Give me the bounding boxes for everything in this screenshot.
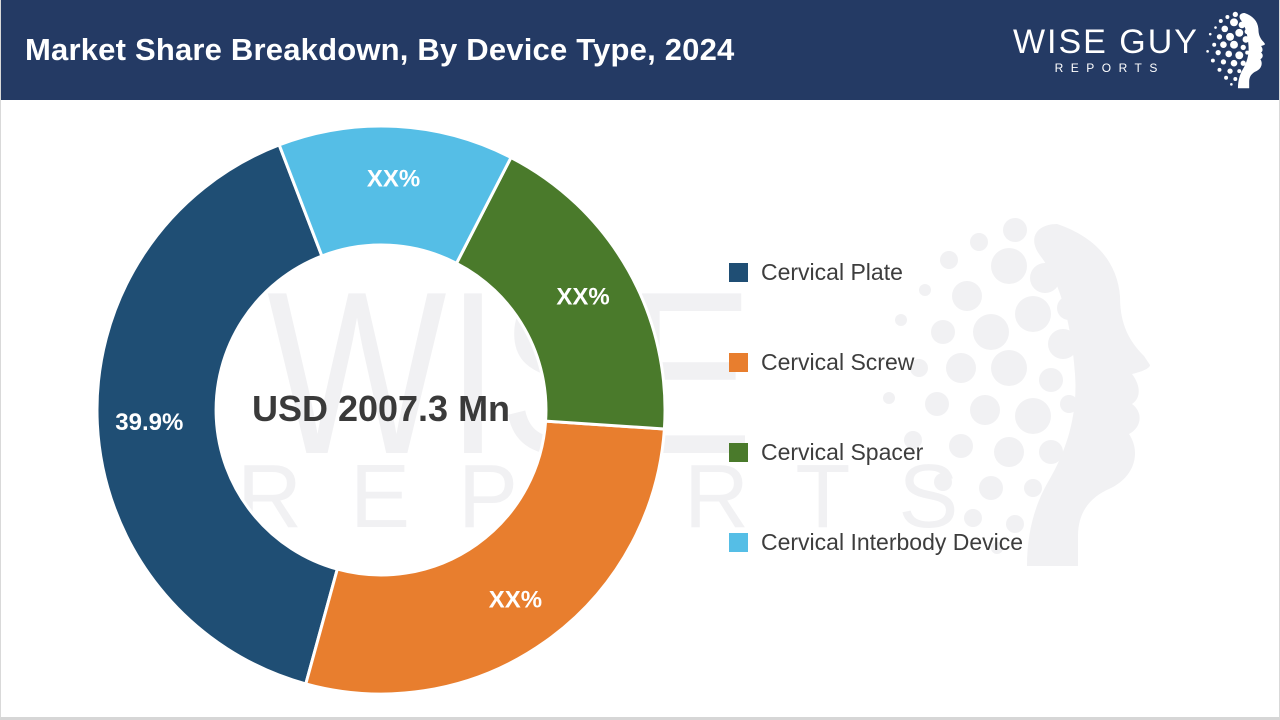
legend-item-cervical-plate: Cervical Plate bbox=[729, 259, 1023, 285]
logo-subtitle: REPORTS bbox=[1054, 60, 1165, 75]
page-title: Market Share Breakdown, By Device Type, … bbox=[25, 32, 735, 67]
donut-segment-cervical-spacer bbox=[455, 156, 667, 431]
legend-item-cervical-spacer: Cervical Spacer bbox=[729, 439, 1023, 465]
legend-item-cervical-interbody-device: Cervical Interbody Device bbox=[729, 529, 1023, 555]
slice-value-label: XX% bbox=[489, 587, 542, 614]
legend-swatch bbox=[729, 532, 748, 552]
donut-segment-cervical-interbody-device bbox=[277, 124, 513, 265]
legend-label: Cervical Plate bbox=[761, 258, 903, 285]
dotted-head-profile-icon bbox=[1206, 11, 1266, 89]
logo-text: WISE GUY REPORTS bbox=[1012, 22, 1199, 75]
logo-wordmark: WISE GUY bbox=[1012, 22, 1199, 61]
legend-label: Cervical Spacer bbox=[761, 438, 924, 465]
legend-label: Cervical Screw bbox=[761, 348, 915, 375]
legend-swatch bbox=[729, 442, 748, 462]
slice-value-label: 39.9% bbox=[115, 409, 183, 436]
legend-swatch bbox=[729, 262, 748, 282]
header-bar: Market Share Breakdown, By Device Type, … bbox=[1, 0, 1279, 100]
legend-swatch bbox=[729, 352, 748, 372]
donut-center-value: USD 2007.3 Mn bbox=[251, 388, 511, 429]
donut-chart: 39.9% XX% XX% XX% bbox=[95, 124, 667, 696]
legend-label: Cervical Interbody Device bbox=[761, 528, 1024, 555]
donut-segment-cervical-plate bbox=[95, 143, 339, 686]
legend-item-cervical-screw: Cervical Screw bbox=[729, 349, 1023, 375]
donut-segment-cervical-screw bbox=[304, 419, 666, 696]
chart-area: WISE GUY REPORTS 39.9%XX%XX%XX% USD 2007… bbox=[1, 100, 1279, 717]
chart-legend: Cervical Plate Cervical Screw Cervical Spa… bbox=[729, 259, 1023, 619]
slice-value-label: XX% bbox=[367, 166, 420, 193]
slice-value-label: XX% bbox=[556, 283, 609, 310]
wiseguy-logo: WISE GUY REPORTS bbox=[1013, 10, 1267, 90]
